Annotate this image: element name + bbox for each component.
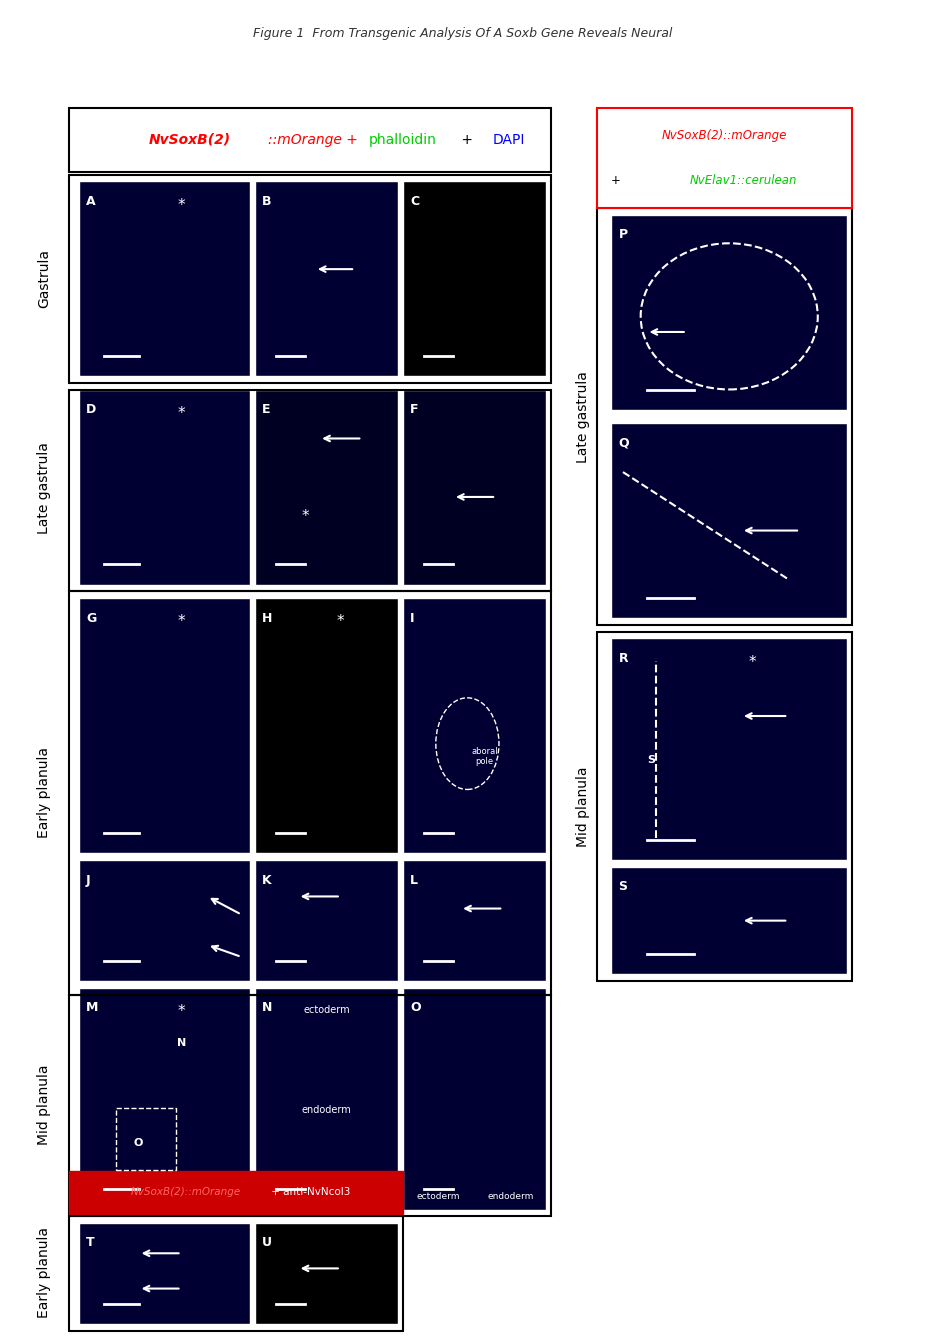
Text: C: C bbox=[410, 195, 419, 208]
Text: S: S bbox=[647, 755, 656, 765]
Text: Mid planula: Mid planula bbox=[37, 1064, 52, 1145]
Text: *: * bbox=[178, 614, 185, 629]
Text: *: * bbox=[178, 198, 185, 212]
Text: G: G bbox=[86, 612, 96, 625]
Text: *: * bbox=[337, 614, 344, 629]
Text: B: B bbox=[262, 195, 271, 208]
Bar bbox=[255, 1223, 398, 1324]
Text: + anti-NvNcol3: + anti-NvNcol3 bbox=[269, 1187, 351, 1198]
Text: endoderm: endoderm bbox=[302, 1105, 351, 1114]
Text: E: E bbox=[262, 403, 270, 417]
Text: ectoderm: ectoderm bbox=[417, 1192, 460, 1200]
Bar bbox=[597, 108, 852, 208]
Text: NvSoxB(2): NvSoxB(2) bbox=[149, 133, 231, 146]
Text: N: N bbox=[177, 1039, 186, 1048]
Bar bbox=[611, 867, 847, 974]
Text: ectoderm: ectoderm bbox=[303, 1005, 350, 1015]
Text: H: H bbox=[262, 612, 272, 625]
Bar bbox=[79, 390, 250, 585]
Text: P: P bbox=[619, 228, 628, 242]
Text: aboral
pole: aboral pole bbox=[471, 747, 498, 766]
Bar bbox=[403, 598, 546, 853]
Bar bbox=[597, 632, 852, 981]
Bar bbox=[69, 995, 551, 1216]
Text: R: R bbox=[619, 652, 628, 665]
Text: L: L bbox=[410, 874, 419, 887]
Text: K: K bbox=[262, 874, 271, 887]
Bar bbox=[597, 208, 852, 625]
Bar bbox=[79, 1223, 250, 1324]
Bar bbox=[69, 390, 551, 591]
Text: Q: Q bbox=[619, 437, 629, 450]
Text: NvSoxB(2)::mOrange: NvSoxB(2)::mOrange bbox=[131, 1187, 242, 1198]
Bar bbox=[79, 181, 250, 376]
Bar bbox=[69, 591, 551, 995]
Text: DAPI: DAPI bbox=[494, 133, 525, 146]
Text: Figure 1  From Transgenic Analysis Of A Soxb Gene Reveals Neural: Figure 1 From Transgenic Analysis Of A S… bbox=[254, 27, 672, 40]
Text: Early planula: Early planula bbox=[37, 1227, 52, 1318]
Bar bbox=[69, 108, 551, 172]
Bar bbox=[403, 390, 546, 585]
Text: J: J bbox=[86, 874, 91, 887]
Bar bbox=[79, 598, 250, 853]
Text: NvElav1::cerulean: NvElav1::cerulean bbox=[689, 173, 797, 187]
Bar bbox=[611, 215, 847, 410]
Text: +: + bbox=[457, 133, 478, 146]
Bar bbox=[255, 598, 398, 853]
Text: A: A bbox=[86, 195, 95, 208]
Text: *: * bbox=[301, 509, 308, 524]
Text: Gastrula: Gastrula bbox=[37, 249, 52, 308]
Text: O: O bbox=[134, 1138, 144, 1148]
Text: S: S bbox=[619, 880, 628, 894]
Text: I: I bbox=[410, 612, 415, 625]
Bar bbox=[255, 860, 398, 981]
Bar bbox=[403, 988, 546, 1210]
Text: endoderm: endoderm bbox=[487, 1192, 533, 1200]
Bar bbox=[69, 1171, 403, 1214]
Text: T: T bbox=[86, 1236, 94, 1250]
Text: Late gastrula: Late gastrula bbox=[37, 442, 52, 534]
Text: D: D bbox=[86, 403, 96, 417]
Bar bbox=[611, 638, 847, 860]
Text: *: * bbox=[749, 655, 757, 669]
Text: +: + bbox=[611, 173, 625, 187]
Text: *: * bbox=[178, 406, 185, 421]
Text: U: U bbox=[262, 1236, 272, 1250]
Text: Early planula: Early planula bbox=[37, 747, 52, 839]
Bar bbox=[69, 175, 551, 383]
Bar bbox=[117, 1107, 176, 1169]
Bar bbox=[79, 860, 250, 981]
Text: phalloidin: phalloidin bbox=[369, 133, 437, 146]
Bar bbox=[255, 390, 398, 585]
Bar bbox=[403, 860, 546, 981]
Text: Mid planula: Mid planula bbox=[576, 766, 591, 847]
Text: Late gastrula: Late gastrula bbox=[576, 371, 591, 462]
Text: F: F bbox=[410, 403, 419, 417]
Text: ::mOrange +: ::mOrange + bbox=[268, 133, 362, 146]
Bar bbox=[403, 181, 546, 376]
Text: O: O bbox=[410, 1001, 420, 1015]
Text: *: * bbox=[178, 1004, 185, 1019]
Text: M: M bbox=[86, 1001, 98, 1015]
Bar bbox=[79, 988, 250, 1210]
Text: N: N bbox=[262, 1001, 272, 1015]
Bar bbox=[69, 1216, 403, 1331]
Bar bbox=[255, 181, 398, 376]
Bar bbox=[611, 423, 847, 618]
Text: NvSoxB(2)::mOrange: NvSoxB(2)::mOrange bbox=[662, 129, 787, 142]
Bar bbox=[255, 988, 398, 1210]
